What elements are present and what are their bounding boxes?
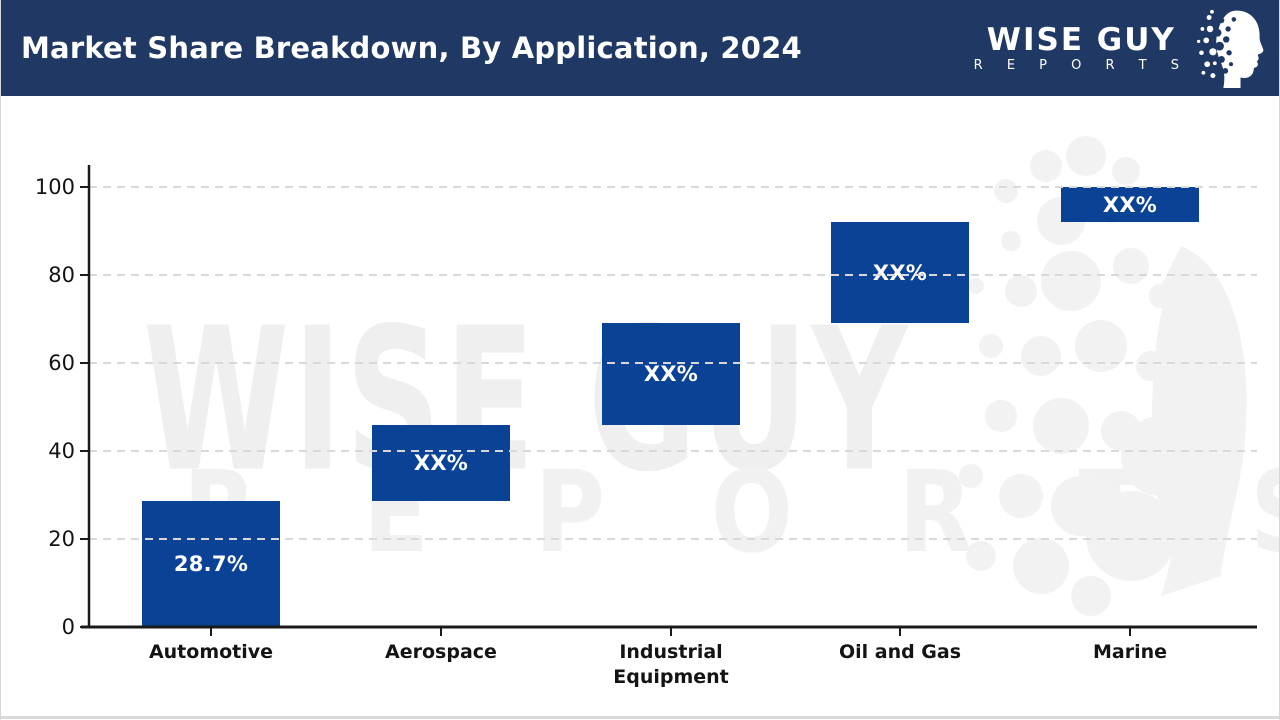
bar-marine: XX% (1061, 187, 1199, 223)
logo-wordmark: WISE GUY (986, 22, 1176, 58)
y-tick-label: 80 (48, 263, 75, 287)
chart-title: Market Share Breakdown, By Application, … (21, 31, 802, 65)
wiseguy-logo: WISE GUY R E P O R T S (974, 0, 1267, 96)
x-category-label-industrial-equipment: Industrial Equipment (613, 641, 729, 688)
y-tick-label: 0 (61, 615, 75, 639)
y-tick-label: 60 (48, 351, 75, 375)
x-category-label-marine: Marine (1092, 641, 1168, 663)
wiseguy-head-icon (1197, 9, 1264, 88)
bar-value-label: 28.7% (173, 551, 249, 576)
y-tick-label: 40 (48, 439, 75, 463)
header-band: Market Share Breakdown, By Application, … (1, 0, 1279, 96)
x-category-label-aerospace: Aerospace (385, 641, 497, 663)
bar-aerospace: XX% (372, 424, 510, 501)
watermark-head-graphic (959, 136, 1247, 616)
logo-subtitle: R E P O R T S (973, 58, 1189, 73)
logo-text: WISE GUY R E P O R T S (974, 23, 1189, 73)
y-tick-label: 20 (48, 527, 75, 551)
bar-value-label: XX% (643, 361, 699, 386)
footer-line (1, 716, 1279, 719)
bar-value-label: XX% (872, 260, 928, 285)
x-category-label-oil-and-gas: Oil and Gas (838, 641, 962, 663)
watermark-wordmark: WISE GUY (143, 286, 911, 516)
bar-value-label: XX% (1102, 192, 1158, 217)
y-tick-label: 100 (34, 175, 75, 199)
bar-automotive: 28.7% (142, 500, 280, 627)
bar-oil-and-gas: XX% (831, 222, 969, 324)
chart-figure: WISE GUY R E P O R T S 28.7% XX% XX% XX% XX%… (1, 96, 1279, 717)
bar-industrial-equipment: XX% (602, 323, 740, 425)
bar-value-label: XX% (413, 450, 469, 475)
x-category-label-automotive: Automotive (148, 641, 274, 663)
